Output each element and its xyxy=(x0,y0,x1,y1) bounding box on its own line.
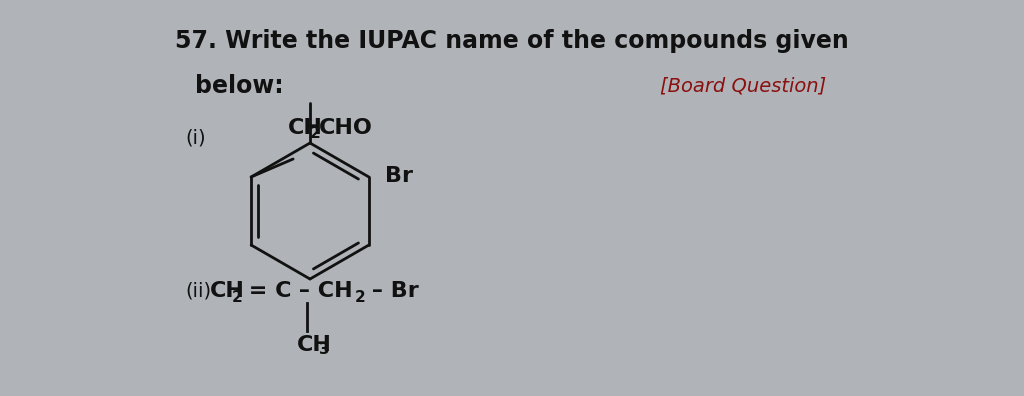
Text: = C: = C xyxy=(241,281,292,301)
Text: 2: 2 xyxy=(355,289,366,305)
Text: CHO: CHO xyxy=(319,118,373,138)
Text: 2: 2 xyxy=(232,289,243,305)
Text: – CH: – CH xyxy=(291,281,352,301)
Text: 3: 3 xyxy=(319,343,330,358)
Text: (i): (i) xyxy=(185,128,206,147)
Text: CH: CH xyxy=(210,281,245,301)
Text: CH: CH xyxy=(288,118,323,138)
Text: [Board Question]: [Board Question] xyxy=(660,76,826,95)
Text: CH: CH xyxy=(297,335,332,355)
Text: (ii): (ii) xyxy=(185,282,211,301)
Text: below:: below: xyxy=(195,74,284,98)
Text: – Br: – Br xyxy=(364,281,419,301)
Text: 57. Write the IUPAC name of the compounds given: 57. Write the IUPAC name of the compound… xyxy=(175,29,849,53)
Text: Br: Br xyxy=(385,166,413,186)
Text: 2: 2 xyxy=(310,126,321,141)
